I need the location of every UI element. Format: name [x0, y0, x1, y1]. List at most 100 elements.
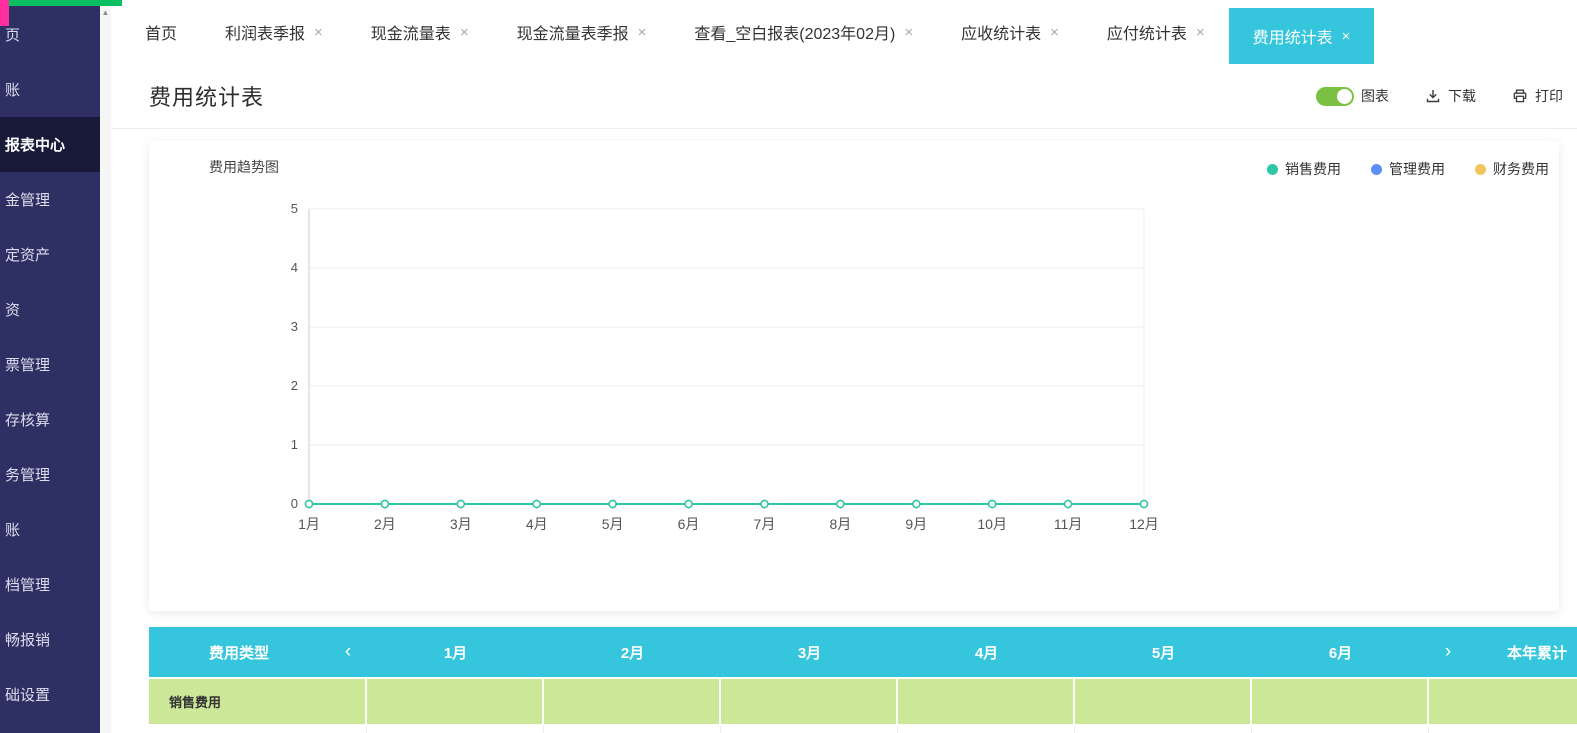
sidebar-item-label: 资	[5, 302, 21, 319]
tab-bar: 首页 利润表季报 × 现金流量表 × 现金流量表季报 × 查看_空白报表(2023年02月) ×…	[111, 0, 1577, 64]
download-icon	[1426, 90, 1440, 103]
print-button[interactable]: 打印	[1512, 86, 1563, 106]
table-header-row: 费用类型 ‹ 1月 2月 3月 4月 5月 6月 › 本年累计	[149, 627, 1577, 677]
tab-1[interactable]: 利润表季报 ×	[201, 0, 347, 64]
cell-1-1	[544, 726, 721, 733]
tab-3[interactable]: 现金流量表季报 ×	[493, 0, 671, 64]
sidebar-item-label: 页	[5, 27, 21, 44]
svg-text:1: 1	[291, 437, 298, 452]
table-row-1	[149, 726, 1577, 733]
sidebar-item-label: 档管理	[5, 577, 51, 594]
tab-close-icon[interactable]: ×	[314, 23, 323, 41]
sidebar-item-1[interactable]: 账	[0, 62, 100, 117]
sidebar: 页账报表中心 金管理 定资产资票管理 存核算 务管理账档管理 畅报销 础设置	[0, 0, 100, 733]
cell-0-4	[1075, 679, 1252, 724]
tab-close-icon[interactable]: ×	[459, 23, 469, 41]
chart-toggle-group: 图表	[1316, 86, 1389, 106]
sidebar-item-12[interactable]: 础设置	[0, 667, 100, 722]
download-button[interactable]: 下载	[1425, 86, 1476, 106]
legend-item-2[interactable]: 财务费用	[1475, 159, 1549, 179]
sidebar-item-11[interactable]: 畅报销	[0, 612, 100, 667]
sidebar-item-7[interactable]: 存核算	[0, 392, 100, 447]
download-label: 下载	[1448, 88, 1476, 104]
tab-label: 查看_空白报表(2023年02月)	[694, 26, 896, 43]
sidebar-item-0[interactable]: 页	[0, 7, 100, 62]
tab-label: 首页	[145, 26, 178, 43]
table-header-month-2: 2月	[620, 644, 645, 662]
tab-5[interactable]: 应收统计表 ×	[937, 0, 1083, 64]
table-header-month-3: 3月	[797, 644, 822, 662]
cell-1-total	[1429, 726, 1577, 733]
svg-text:0: 0	[291, 496, 298, 511]
svg-text:2: 2	[291, 378, 298, 393]
toggle-knob	[1337, 88, 1352, 104]
svg-text:6月: 6月	[678, 516, 700, 532]
chart-toggle[interactable]	[1316, 86, 1354, 106]
prev-months-button[interactable]: ‹	[344, 641, 352, 662]
tab-close-icon[interactable]: ×	[1341, 27, 1351, 45]
cell-0-1	[544, 679, 721, 724]
cell-0-0	[367, 679, 544, 724]
sidebar-scrollbar[interactable]: ▲	[100, 0, 111, 733]
table-header-month-4: 4月	[974, 644, 999, 662]
sidebar-item-9[interactable]: 账	[0, 502, 100, 557]
page-header: 费用统计表 图表 下载 打印	[111, 64, 1577, 129]
svg-text:4: 4	[291, 260, 298, 275]
sidebar-item-4[interactable]: 定资产	[0, 227, 100, 282]
sidebar-item-10[interactable]: 档管理	[0, 557, 100, 612]
sidebar-item-8[interactable]: 务管理	[0, 447, 100, 502]
svg-text:9月: 9月	[905, 516, 927, 532]
toolbar: 图表 下载 打印	[1316, 86, 1563, 106]
print-icon	[1513, 89, 1527, 103]
cell-1-0	[367, 726, 544, 733]
table-header-month-5: 5月	[1151, 644, 1176, 662]
sidebar-item-5[interactable]: 资	[0, 282, 100, 337]
legend-label: 财务费用	[1493, 161, 1549, 177]
chart-title: 费用趋势图	[209, 159, 279, 175]
legend-item-0[interactable]: 销售费用	[1267, 159, 1341, 179]
sidebar-item-label: 畅报销	[5, 632, 51, 649]
svg-text:3月: 3月	[450, 516, 472, 532]
chart-card: 费用趋势图 销售费用 管理费用 财务费用 0 1 2 3 4 5 1月 2月 3月 4月 5月 6月 7月 8…	[149, 141, 1559, 611]
legend-label: 销售费用	[1285, 161, 1341, 177]
sidebar-item-6[interactable]: 票管理	[0, 337, 100, 392]
tab-close-icon[interactable]: ×	[1050, 23, 1059, 41]
table-header-type: 费用类型	[208, 644, 269, 662]
theme-strip-green	[9, 0, 122, 6]
tab-6[interactable]: 应付统计表 ×	[1083, 0, 1229, 64]
legend-label: 管理费用	[1389, 161, 1445, 177]
tab-label: 现金流量表	[370, 26, 451, 43]
legend-dot-icon	[1371, 163, 1382, 175]
tab-close-icon[interactable]: ×	[904, 23, 914, 41]
legend-item-1[interactable]: 管理费用	[1371, 159, 1445, 179]
tab-close-icon[interactable]: ×	[1195, 23, 1205, 41]
svg-text:11月: 11月	[1054, 516, 1083, 532]
tab-close-icon[interactable]: ×	[637, 23, 647, 41]
svg-text:10月: 10月	[977, 516, 1007, 532]
legend-dot-icon	[1267, 163, 1278, 175]
tab-2[interactable]: 现金流量表 ×	[347, 0, 493, 64]
sidebar-menu: 页账报表中心 金管理 定资产资票管理 存核算 务管理账档管理 畅报销 础设置	[0, 0, 100, 722]
next-months-button[interactable]: ›	[1444, 641, 1452, 662]
row-label-0: 销售费用	[149, 679, 367, 724]
svg-text:8月: 8月	[829, 516, 851, 532]
tab-7[interactable]: 费用统计表 ×	[1228, 8, 1375, 64]
scroll-up-icon[interactable]: ▲	[101, 8, 110, 17]
sidebar-item-label: 定资产	[5, 247, 51, 264]
sidebar-item-2[interactable]: 报表中心	[0, 117, 100, 172]
cell-0-3	[898, 679, 1075, 724]
svg-text:5月: 5月	[602, 516, 624, 532]
svg-text:7月: 7月	[754, 516, 776, 532]
table-header-month-6: 6月	[1328, 644, 1353, 662]
tab-0[interactable]: 首页	[121, 0, 201, 64]
cell-0-2	[721, 679, 898, 724]
tab-label: 现金流量表季报	[516, 26, 629, 43]
cell-0-5	[1252, 679, 1429, 724]
svg-text:1月: 1月	[298, 516, 320, 532]
print-label: 打印	[1535, 88, 1563, 104]
sidebar-item-3[interactable]: 金管理	[0, 172, 100, 227]
sidebar-item-label: 存核算	[5, 412, 51, 429]
sidebar-item-label: 金管理	[5, 192, 51, 209]
tab-4[interactable]: 查看_空白报表(2023年02月) ×	[670, 0, 937, 64]
tab-label: 应收统计表	[961, 26, 1042, 43]
